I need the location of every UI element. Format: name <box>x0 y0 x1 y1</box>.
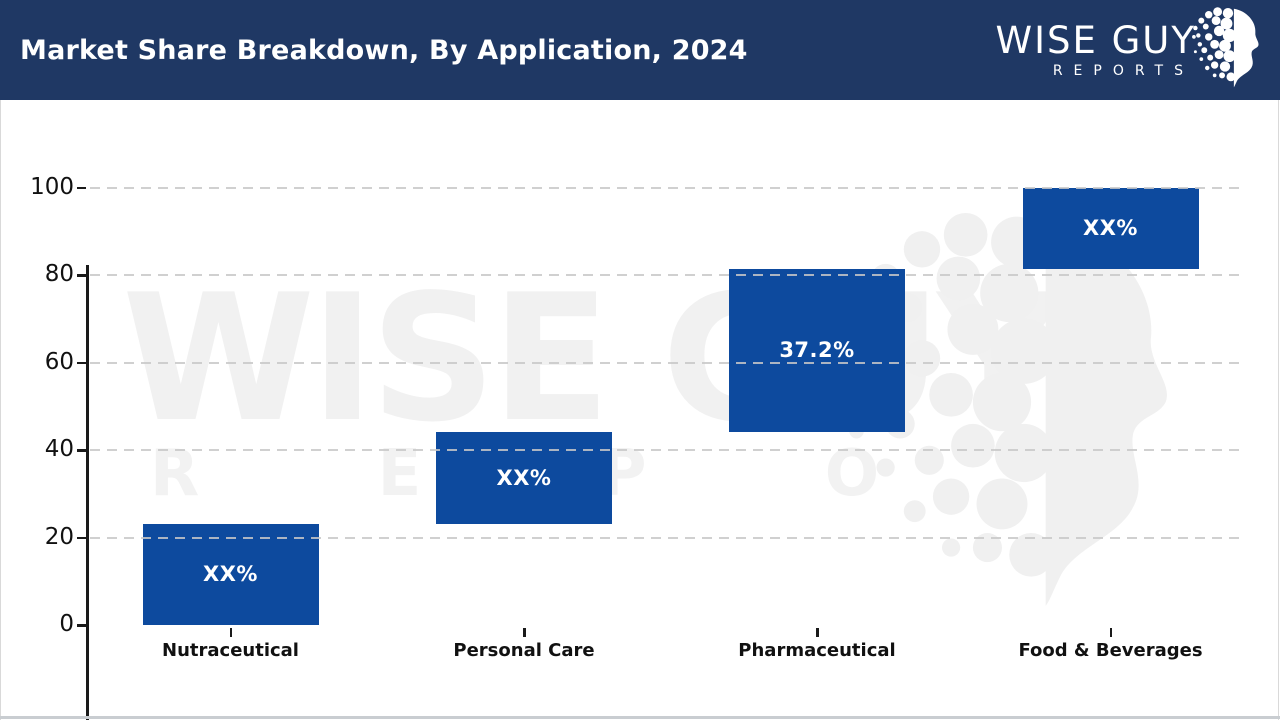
y-tick-label-40: 40 <box>44 436 74 462</box>
logo-head-icon <box>1188 7 1262 93</box>
right-edge-divider <box>1278 100 1279 720</box>
x-category-label: Nutraceutical <box>162 640 299 661</box>
x-category-label: Personal Care <box>453 640 595 661</box>
bar-food-beverages: XX% <box>1022 187 1199 269</box>
bar-value-label: 37.2% <box>779 338 855 363</box>
bar-nutraceutical: XX% <box>142 523 319 625</box>
brand-logo: WISE GUY REPORTS <box>996 7 1262 93</box>
y-tick-80 <box>77 274 86 277</box>
x-tick-3 <box>816 628 819 637</box>
brand-name: WISE GUY <box>995 18 1196 62</box>
y-tick-label-60: 60 <box>44 348 74 375</box>
y-tick-label-80: 80 <box>44 261 74 287</box>
y-tick-label-100: 100 <box>30 173 74 200</box>
x-tick-1 <box>229 628 232 637</box>
bar-personal-care: XX% <box>436 431 612 524</box>
bar-value-label: XX% <box>1083 216 1138 241</box>
x-tick-2 <box>523 628 526 637</box>
y-axis-line <box>86 265 89 720</box>
bottom-edge-divider <box>0 716 1280 719</box>
y-tick-20 <box>77 536 86 539</box>
brand-subname: REPORTS <box>1052 62 1194 79</box>
x-category-label: Food & Beverages <box>1018 640 1203 661</box>
bar-value-label: XX% <box>496 465 552 490</box>
y-tick-0 <box>77 624 86 627</box>
y-tick-label-20: 20 <box>44 523 74 550</box>
y-tick-100 <box>77 186 86 189</box>
x-category-label: Pharmaceutical <box>738 640 896 661</box>
brand-logo-text: WISE GUY REPORTS <box>996 22 1196 79</box>
header-bar: Market Share Breakdown, By Application, … <box>0 0 1280 100</box>
y-tick-40 <box>77 449 86 452</box>
y-tick-label-0: 0 <box>59 611 74 637</box>
left-edge-divider <box>0 100 1 720</box>
page-title: Market Share Breakdown, By Application, … <box>20 34 748 66</box>
x-tick-4 <box>1109 628 1112 637</box>
y-tick-60 <box>77 361 86 364</box>
bar-pharmaceutical: 37.2% <box>729 268 905 432</box>
bar-value-label: XX% <box>203 562 258 587</box>
